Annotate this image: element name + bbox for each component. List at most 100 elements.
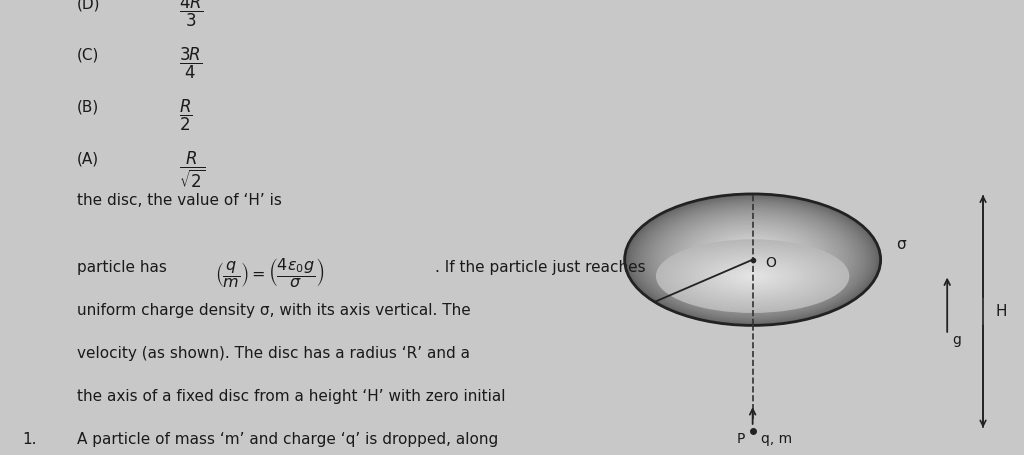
Ellipse shape [708,259,798,293]
Text: $\left(\dfrac{q}{m}\right)=\left(\dfrac{4\varepsilon_0 g}{\sigma}\right)$: $\left(\dfrac{q}{m}\right)=\left(\dfrac{… [215,256,325,289]
Ellipse shape [737,252,768,268]
Text: the axis of a fixed disc from a height ‘H’ with zero initial: the axis of a fixed disc from a height ‘… [77,389,505,404]
Text: $\dfrac{R}{2}$: $\dfrac{R}{2}$ [179,98,193,133]
Text: $\dfrac{R}{\sqrt{2}}$: $\dfrac{R}{\sqrt{2}}$ [179,150,206,190]
Ellipse shape [743,273,762,280]
Ellipse shape [664,243,842,310]
Text: . If the particle just reaches: . If the particle just reaches [435,260,646,275]
Ellipse shape [625,194,881,325]
Ellipse shape [717,241,788,278]
Text: (D): (D) [77,0,100,11]
Ellipse shape [637,201,868,319]
Ellipse shape [656,240,849,312]
Ellipse shape [721,264,784,288]
Ellipse shape [647,206,858,313]
Ellipse shape [715,240,791,279]
Ellipse shape [685,251,820,301]
Ellipse shape [701,257,804,295]
Text: A particle of mass ‘m’ and charge ‘q’ is dropped, along: A particle of mass ‘m’ and charge ‘q’ is… [77,432,498,447]
Ellipse shape [688,227,817,293]
Ellipse shape [750,275,756,277]
Ellipse shape [668,216,838,303]
Ellipse shape [739,253,765,266]
Ellipse shape [684,224,821,295]
Ellipse shape [686,226,819,294]
Ellipse shape [655,210,850,309]
Ellipse shape [722,244,783,275]
Ellipse shape [730,268,775,284]
Ellipse shape [674,219,831,300]
Ellipse shape [645,204,860,315]
Ellipse shape [707,236,799,283]
Ellipse shape [718,263,787,289]
Ellipse shape [630,197,876,323]
Ellipse shape [735,250,770,269]
Ellipse shape [688,252,817,300]
Text: particle has: particle has [77,260,167,275]
Ellipse shape [666,215,840,304]
Text: (C): (C) [77,48,99,63]
Ellipse shape [715,262,791,291]
Ellipse shape [719,243,786,277]
Ellipse shape [676,220,829,299]
Ellipse shape [635,199,870,320]
Ellipse shape [736,270,769,282]
Text: uniform charge density σ, with its axis vertical. The: uniform charge density σ, with its axis … [77,303,471,318]
Ellipse shape [701,233,804,286]
Ellipse shape [691,228,814,291]
Ellipse shape [742,254,763,265]
Ellipse shape [660,212,845,307]
Ellipse shape [698,232,807,287]
Ellipse shape [694,229,811,290]
Ellipse shape [678,222,827,298]
Text: σ: σ [896,237,906,252]
Ellipse shape [746,274,759,278]
Ellipse shape [733,269,772,283]
Ellipse shape [739,271,765,281]
Text: q, m: q, m [761,432,792,446]
Ellipse shape [627,195,878,324]
Ellipse shape [727,247,778,273]
Text: velocity (as shown). The disc has a radius ‘R’ and a: velocity (as shown). The disc has a radi… [77,346,470,361]
Ellipse shape [659,241,846,311]
Ellipse shape [657,211,848,308]
Text: the disc, the value of ‘H’ is: the disc, the value of ‘H’ is [77,193,282,207]
Text: H: H [995,304,1007,319]
Ellipse shape [681,223,824,297]
Text: P: P [737,432,745,446]
Ellipse shape [653,208,852,311]
Ellipse shape [705,235,801,285]
Text: $\dfrac{4R}{3}$: $\dfrac{4R}{3}$ [179,0,204,30]
Text: O: O [765,256,776,270]
Text: $\dfrac{3R}{4}$: $\dfrac{3R}{4}$ [179,46,203,81]
Ellipse shape [664,214,842,306]
Ellipse shape [725,245,780,274]
Ellipse shape [692,253,813,299]
Ellipse shape [676,247,829,305]
Ellipse shape [698,256,807,297]
Ellipse shape [732,249,773,270]
Ellipse shape [667,243,839,308]
Ellipse shape [709,238,797,282]
Ellipse shape [750,258,755,261]
Text: g: g [952,333,962,347]
Ellipse shape [727,267,778,286]
Text: (B): (B) [77,100,99,115]
Ellipse shape [745,256,760,263]
Ellipse shape [679,248,826,304]
Ellipse shape [640,202,865,318]
Ellipse shape [712,238,794,281]
Text: (A): (A) [77,152,99,167]
Ellipse shape [650,207,855,312]
Ellipse shape [729,248,776,272]
Ellipse shape [670,245,836,308]
Ellipse shape [671,217,835,302]
Ellipse shape [724,265,781,287]
Ellipse shape [695,254,810,298]
Ellipse shape [711,260,795,292]
Ellipse shape [696,231,809,288]
Ellipse shape [705,258,801,294]
Ellipse shape [673,246,833,306]
Ellipse shape [643,203,863,316]
Ellipse shape [748,257,758,262]
